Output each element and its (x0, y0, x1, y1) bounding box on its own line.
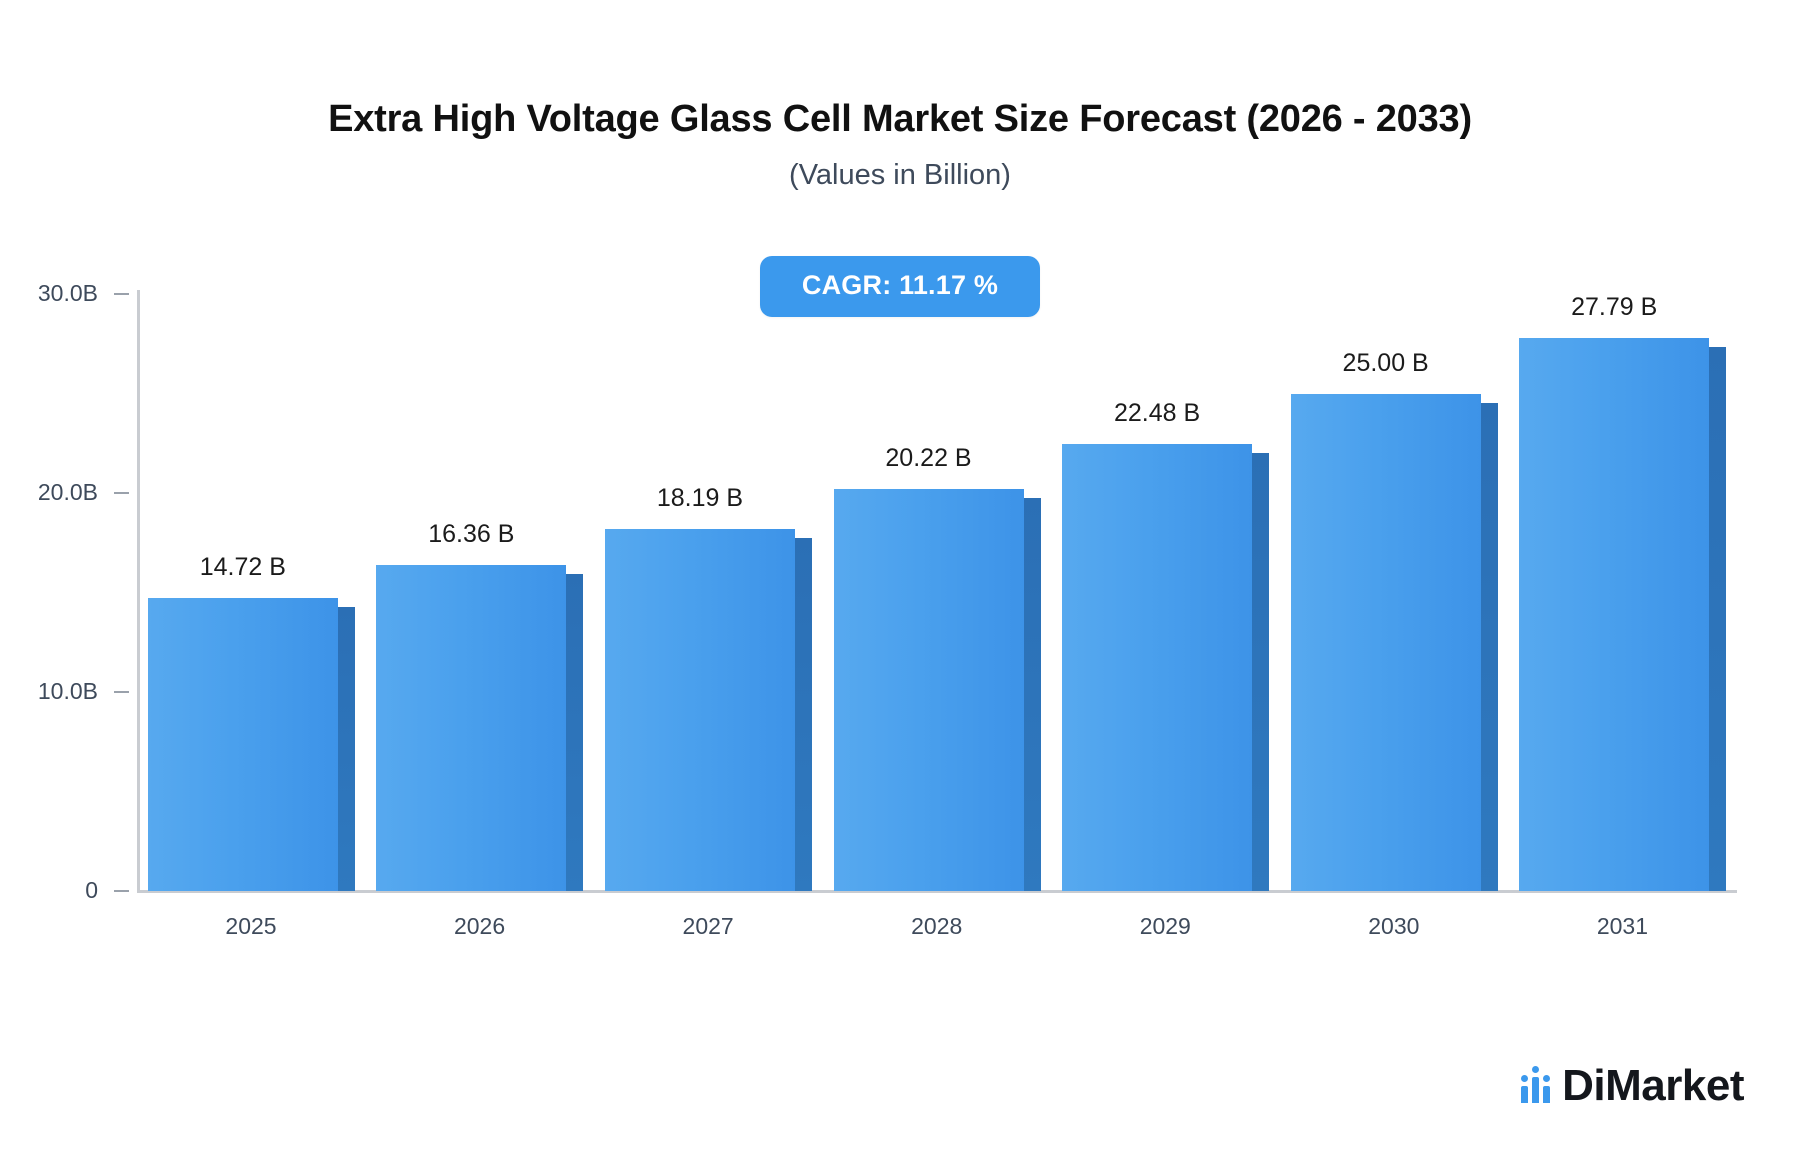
bar-2025[interactable]: 14.72 B (147, 553, 376, 891)
bar-value-label: 27.79 B (1571, 292, 1658, 321)
bar-2028[interactable]: 20.22 B (833, 444, 1062, 891)
bar-side-face (1023, 497, 1041, 891)
x-axis-tick-label: 2027 (682, 913, 734, 939)
bar-series: 14.72 B 16.36 B 18.19 B 20.22 B 22.48 B 25.00… (137, 0, 1737, 1156)
bar-front-face (1519, 337, 1710, 891)
bar-front-face (1062, 443, 1253, 891)
y-axis-tick-mark (114, 293, 129, 295)
bar-2026[interactable]: 16.36 B (376, 520, 604, 891)
bar-value-label: 25.00 B (1342, 348, 1429, 377)
brand-name: DiMarket (1562, 1061, 1744, 1110)
bar-value-label: 16.36 B (428, 520, 515, 549)
bar-front-face (833, 488, 1024, 891)
x-axis-tick-label: 2026 (453, 913, 506, 939)
bar-value-label: 14.72 B (199, 553, 286, 582)
bar-2027[interactable]: 18.19 B (604, 484, 833, 891)
y-axis-tick-mark (114, 492, 129, 494)
bar-2031[interactable]: 27.79 B (1519, 293, 1747, 891)
bar-front-face (147, 598, 338, 891)
bar-side-face (1480, 402, 1498, 891)
x-axis-tick-label: 2030 (1368, 913, 1420, 939)
y-axis-tick-mark (114, 890, 129, 892)
bar-front-face (1290, 393, 1481, 891)
chart-header: Extra High Voltage Glass Cell Market Siz… (0, 96, 1800, 192)
bar-value-label: 20.22 B (885, 443, 972, 472)
chart-subtitle: (Values in Billion) (789, 158, 1011, 191)
x-axis-tick-label: 2029 (1139, 913, 1191, 939)
bar-front-face (604, 529, 795, 891)
bar-side-face (1709, 346, 1727, 891)
bar-side-face (337, 607, 355, 891)
bar-value-label: 18.19 B (656, 484, 744, 513)
bar-side-face (566, 574, 584, 891)
bar-chart-icon (1521, 1066, 1551, 1103)
x-axis-tick-label: 2025 (225, 913, 277, 939)
y-axis-tick-label: 30.0B (37, 279, 98, 306)
y-axis-tick-label: 20.0B (37, 478, 98, 505)
x-axis-tick-label: 2031 (1596, 913, 1648, 939)
brand-logo: DiMarket (1521, 1064, 1744, 1108)
x-axis-line (137, 890, 1737, 893)
page-title: Extra High Voltage Glass Cell Market Siz… (328, 98, 1472, 140)
y-axis-tick-label: 0 (85, 876, 98, 903)
cagr-badge: CAGR: 11.17 % (759, 256, 1041, 317)
bar-side-face (1252, 452, 1270, 891)
y-axis-tick-label: 10.0B (37, 677, 98, 704)
bar-front-face (376, 565, 567, 891)
x-axis-tick-label: 2028 (911, 913, 963, 939)
bar-2030[interactable]: 25.00 B (1290, 349, 1519, 891)
bar-value-label: 22.48 B (1113, 398, 1201, 427)
y-axis-line (137, 290, 140, 892)
bar-2029[interactable]: 22.48 B (1062, 399, 1290, 891)
bar-side-face (794, 538, 812, 891)
cagr-badge-container: CAGR: 11.17 % (0, 256, 1800, 317)
y-axis-tick-mark (114, 691, 129, 693)
